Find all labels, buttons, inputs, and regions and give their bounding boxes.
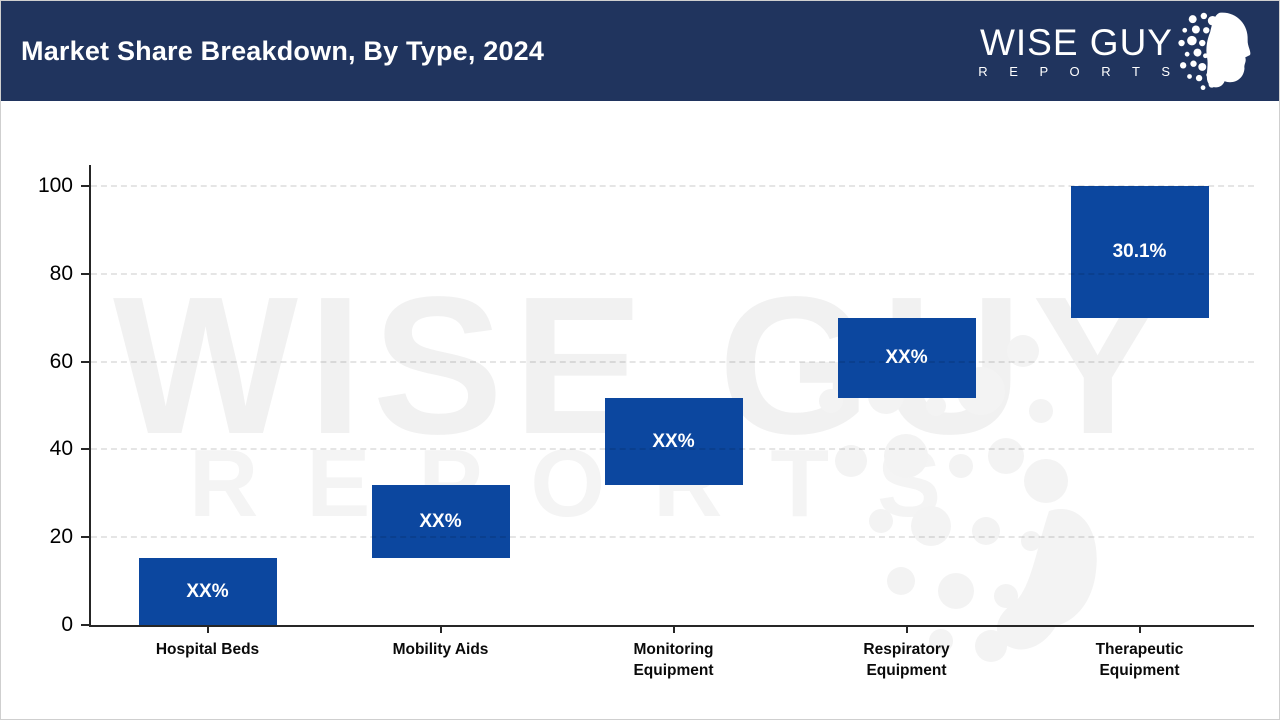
bar-value-label: 30.1% [1112, 241, 1167, 263]
y-tick-label: 0 [61, 613, 73, 636]
x-category-label: Mobility Aids [392, 641, 489, 658]
x-tick-mark [672, 625, 675, 633]
y-tick-label: 60 [49, 349, 73, 373]
header-bar: Market Share Breakdown, By Type, 2024 WI… [1, 1, 1279, 101]
wiseguy-face-icon [1178, 12, 1251, 91]
bar-value-label: XX% [419, 510, 462, 532]
y-tick-mark [81, 448, 90, 451]
bar-respiratory-equipment: XX% [837, 318, 976, 399]
y-tick-label: 100 [37, 174, 73, 197]
x-tick-mark [905, 625, 908, 633]
y-gridline [91, 448, 1254, 451]
plot-frame: 0 20 40 60 80 100 XX% Hospital Beds XX% Mobility … [38, 165, 1254, 679]
y-tick-mark [81, 185, 90, 187]
logo-brand-subtitle: R E P O R T S [978, 64, 1179, 79]
y-gridline [91, 185, 1254, 187]
y-tick-mark [81, 272, 90, 275]
y-gridline [91, 536, 1254, 539]
x-category-label: Respiratory Equipment [863, 641, 950, 680]
page-title: Market Share Breakdown, By Type, 2024 [21, 35, 545, 66]
logo-brand-name: WISE GUY [979, 22, 1173, 63]
x-category-label: Monitoring Equipment [633, 641, 714, 680]
wiseguy-logo-text: WISE GUY R E P O R T S [978, 24, 1173, 78]
y-tick-label: 20 [49, 525, 73, 549]
watermark-text-reports: REPORTS [189, 430, 990, 537]
y-gridline [91, 360, 1254, 363]
bar-value-label: XX% [885, 347, 928, 369]
y-tick-mark [81, 536, 90, 539]
x-tick-mark [439, 625, 442, 633]
bar-hospital-beds: XX% [138, 558, 277, 625]
chart-area: WISE GUY REPORTS 0 20 40 60 80 100 XX% Hospital… [1, 101, 1279, 719]
wiseguy-logo: WISE GUY R E P O R T S [978, 8, 1255, 94]
bar-monitoring-equipment: XX% [604, 398, 743, 486]
y-tick-mark [81, 360, 90, 363]
bar-mobility-aids: XX% [371, 485, 510, 559]
x-category-label: Hospital Beds [155, 641, 260, 658]
bar-therapeutic-equipment: 30.1% [1070, 186, 1209, 319]
y-tick-mark [81, 624, 90, 626]
y-tick-label: 80 [49, 261, 73, 285]
y-gridline [91, 272, 1254, 275]
x-tick-mark [206, 625, 209, 633]
x-category-label: Therapeutic Equipment [1095, 641, 1184, 680]
y-tick-label: 40 [49, 437, 73, 461]
x-tick-mark [1138, 625, 1141, 633]
bar-value-label: XX% [186, 580, 229, 602]
watermark-face-dots [819, 317, 1097, 662]
bar-value-label: XX% [652, 430, 695, 452]
